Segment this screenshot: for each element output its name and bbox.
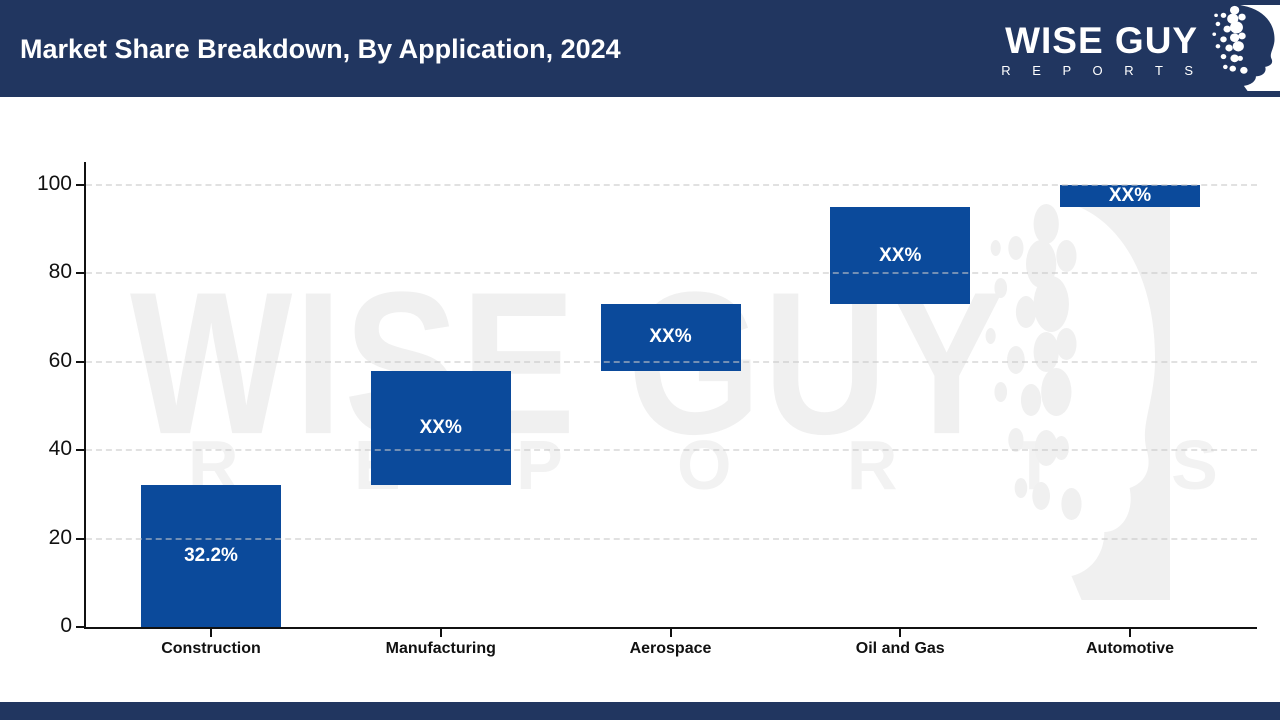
brand-logo-subtext: R E P O R T S bbox=[1001, 63, 1202, 78]
brand-logo: WISE GUY R E P O R T S bbox=[1001, 22, 1202, 78]
gridline bbox=[86, 360, 1257, 363]
y-tick-label: 100 bbox=[36, 172, 72, 195]
y-tick-label: 80 bbox=[48, 260, 72, 284]
bar-oil-and-gas: XX% bbox=[830, 207, 971, 305]
bar-aerospace: XX% bbox=[600, 304, 741, 371]
chart-title: Market Share Breakdown, By Application, … bbox=[20, 34, 621, 64]
bar-value-label: XX% bbox=[879, 244, 922, 266]
bar-automotive: XX% bbox=[1060, 185, 1200, 208]
y-tick-mark bbox=[76, 449, 84, 452]
gridline bbox=[86, 272, 1257, 275]
y-tick-mark bbox=[76, 360, 84, 363]
bar-value-label: XX% bbox=[649, 326, 692, 348]
y-tick-label: 0 bbox=[60, 614, 72, 637]
y-tick-mark bbox=[76, 184, 84, 186]
y-tick-mark bbox=[76, 626, 84, 628]
y-axis-line bbox=[84, 162, 86, 629]
bar-value-label: XX% bbox=[419, 416, 462, 438]
bar-manufacturing: XX% bbox=[370, 370, 511, 485]
y-tick-label: 40 bbox=[48, 437, 72, 461]
x-tick-mark bbox=[899, 629, 902, 637]
x-tick-mark bbox=[439, 629, 442, 637]
brand-head-icon bbox=[1212, 5, 1280, 91]
x-category-label: Automotive bbox=[1086, 640, 1174, 657]
header-bar: Market Share Breakdown, By Application, … bbox=[0, 0, 1280, 97]
y-tick-mark bbox=[76, 272, 84, 275]
y-tick-label: 60 bbox=[48, 348, 72, 372]
x-tick-mark bbox=[1129, 629, 1131, 637]
bar-construction: 32.2% bbox=[141, 484, 281, 627]
x-axis-line bbox=[84, 627, 1257, 629]
bar-value-label: 32.2% bbox=[184, 544, 238, 566]
bar-value-label: XX% bbox=[1108, 185, 1152, 207]
x-category-label: Construction bbox=[161, 640, 261, 657]
brand-logo-wordmark: WISE GUY bbox=[1005, 20, 1199, 61]
gridline bbox=[86, 537, 1257, 540]
x-category-label: Manufacturing bbox=[385, 640, 496, 657]
y-tick-label: 20 bbox=[48, 525, 72, 549]
x-category-label: Aerospace bbox=[629, 640, 712, 657]
x-tick-mark bbox=[210, 629, 212, 637]
gridline bbox=[86, 184, 1257, 186]
x-tick-mark bbox=[669, 629, 672, 637]
x-category-label: Oil and Gas bbox=[855, 640, 945, 657]
y-tick-mark bbox=[76, 537, 84, 540]
watermark-head-logo bbox=[985, 200, 1170, 600]
footer-bar bbox=[0, 702, 1280, 720]
gridline bbox=[86, 449, 1257, 452]
